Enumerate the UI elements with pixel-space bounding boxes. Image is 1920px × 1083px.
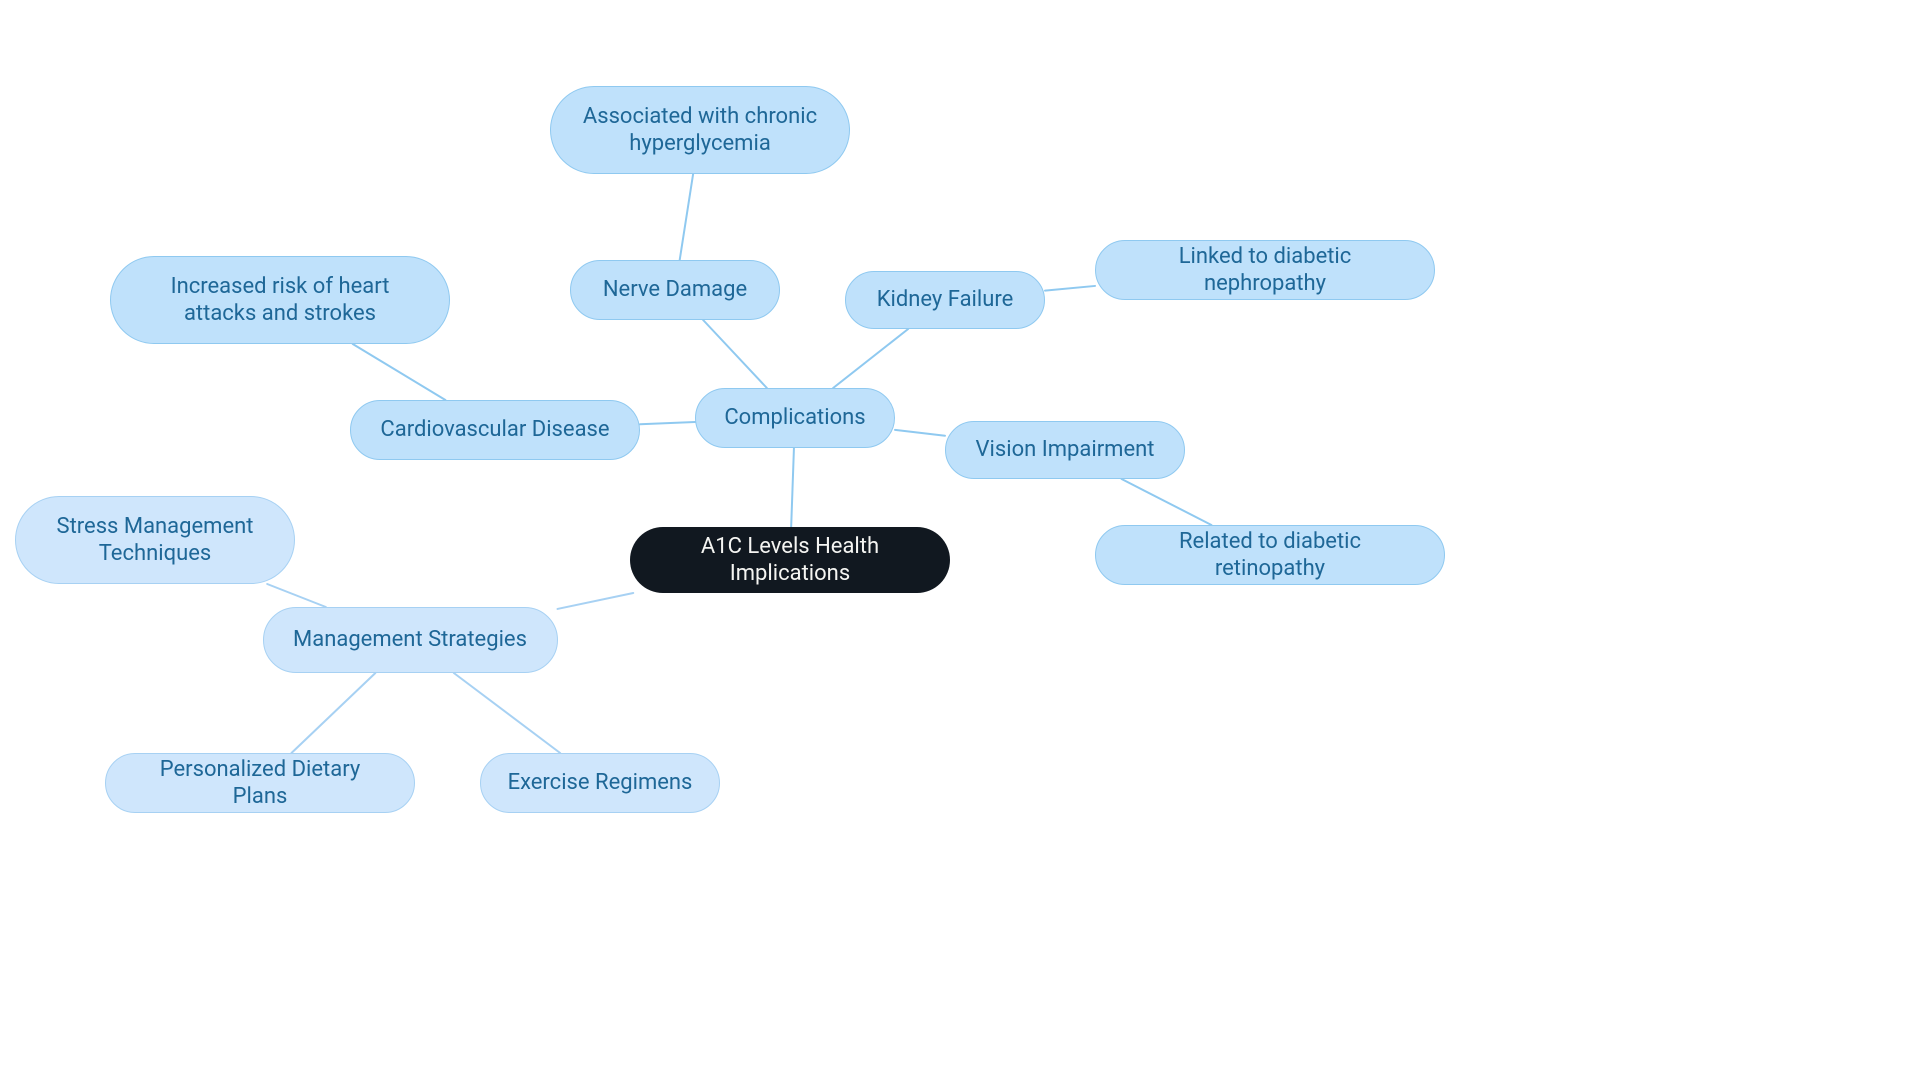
node-diet: Personalized Dietary Plans (105, 753, 415, 813)
node-exercise: Exercise Regimens (480, 753, 720, 813)
node-root: A1C Levels Health Implications (630, 527, 950, 593)
node-nerve-detail: Associated with chronic hyperglycemia (550, 86, 850, 174)
node-vision-detail: Related to diabetic retinopathy (1095, 525, 1445, 585)
mindmap-canvas: A1C Levels Health Implications Complicat… (0, 0, 1920, 1083)
node-kidney-detail: Linked to diabetic nephropathy (1095, 240, 1435, 300)
node-cvd: Cardiovascular Disease (350, 400, 640, 460)
node-nerve: Nerve Damage (570, 260, 780, 320)
node-vision: Vision Impairment (945, 421, 1185, 479)
node-kidney: Kidney Failure (845, 271, 1045, 329)
node-cvd-detail: Increased risk of heart attacks and stro… (110, 256, 450, 344)
node-management: Management Strategies (263, 607, 558, 673)
node-complications: Complications (695, 388, 895, 448)
node-stress: Stress Management Techniques (15, 496, 295, 584)
